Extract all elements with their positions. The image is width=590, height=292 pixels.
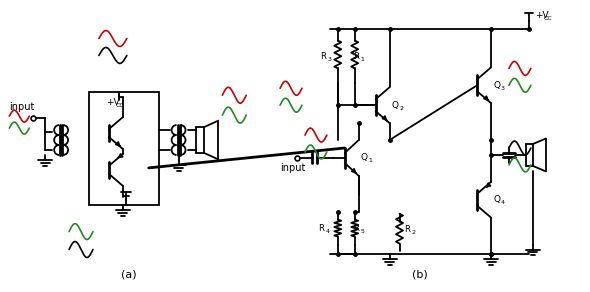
Text: input: input (9, 102, 35, 112)
Text: Q: Q (392, 101, 398, 110)
Text: 4: 4 (326, 229, 330, 234)
Text: +V: +V (106, 98, 120, 107)
Bar (89, 92, 159, 205)
Text: Q: Q (360, 153, 368, 162)
Text: (b): (b) (412, 270, 427, 279)
Text: 5: 5 (360, 229, 365, 234)
Text: 4: 4 (501, 200, 505, 205)
Text: 2: 2 (411, 230, 415, 235)
Text: 3: 3 (328, 57, 332, 62)
Text: 1: 1 (369, 159, 372, 164)
Text: CC: CC (544, 16, 553, 21)
Text: input: input (280, 163, 306, 173)
Text: R: R (405, 225, 411, 234)
Text: Q: Q (493, 81, 500, 90)
Text: R: R (353, 52, 359, 61)
Text: +V: +V (535, 11, 549, 20)
Text: 3: 3 (501, 86, 505, 91)
Bar (526, 144, 533, 166)
Text: R: R (318, 224, 324, 233)
Text: Q: Q (493, 195, 500, 204)
Text: R: R (320, 52, 326, 61)
Text: (a): (a) (121, 270, 137, 279)
Text: CC: CC (116, 103, 124, 108)
Text: 1: 1 (360, 57, 365, 62)
Text: R: R (353, 224, 359, 233)
Text: 2: 2 (399, 106, 404, 111)
Bar (196, 127, 204, 153)
